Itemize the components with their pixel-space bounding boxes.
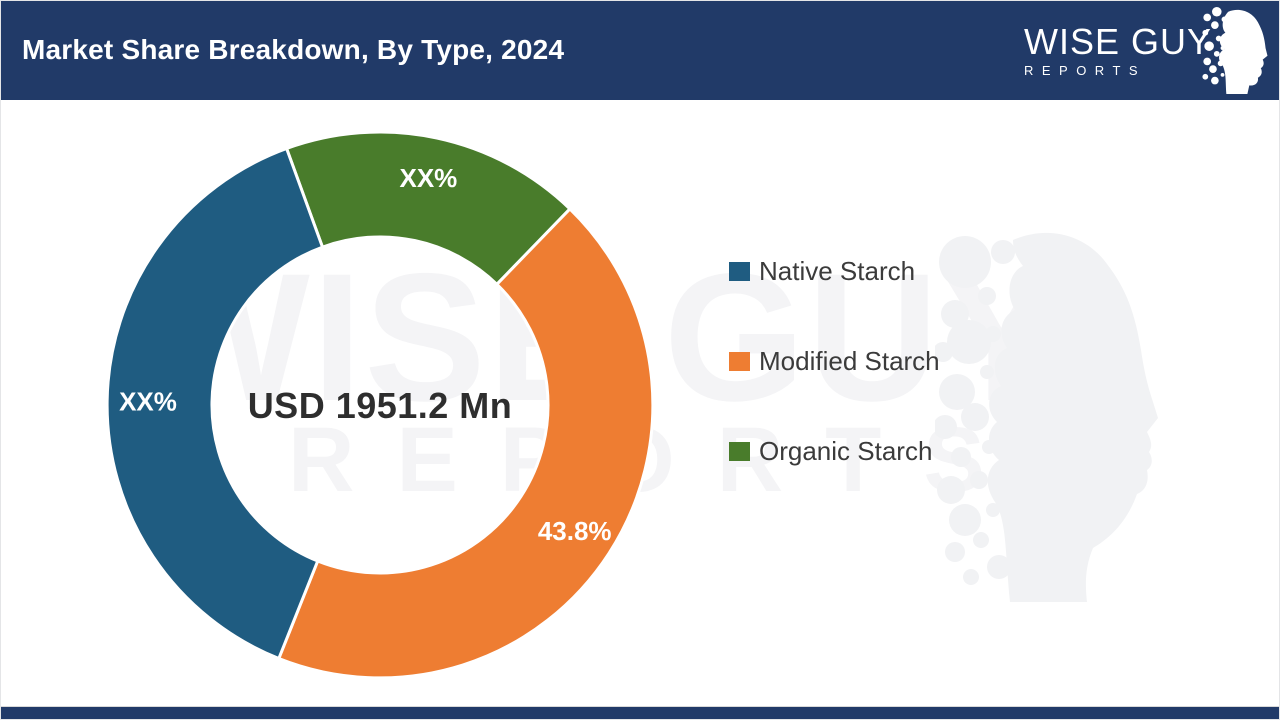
chart-center-value: USD 1951.2 Mn <box>247 385 513 426</box>
logo-wordmark: WISE GUY <box>1023 20 1212 62</box>
wiseguy-logo: WISE GUY REPORTS <box>1024 4 1270 96</box>
header-bar: Market Share Breakdown, By Type, 2024 WI… <box>0 0 1280 100</box>
slice-value-label: 43.8% <box>538 516 612 546</box>
page-title: Market Share Breakdown, By Type, 2024 <box>22 34 565 65</box>
legend-item-native-starch: Native Starch <box>729 256 940 286</box>
watermark-head-icon <box>935 232 1158 602</box>
slice-value-label: XX% <box>399 163 457 193</box>
legend-item-modified-starch: Modified Starch <box>729 346 940 376</box>
logo-subtitle: REPORTS <box>1023 62 1147 78</box>
legend-swatch-native-starch <box>729 261 750 281</box>
footer-divider <box>0 706 1280 707</box>
legend-item-organic-starch: Organic Starch <box>729 436 940 466</box>
logo-face-icon <box>1202 6 1268 94</box>
legend-label: Modified Starch <box>759 346 940 376</box>
footer-bar <box>0 707 1280 720</box>
donut-slice-modified-starch <box>277 207 655 680</box>
legend-swatch-modified-starch <box>729 351 750 371</box>
donut-chart: XX% 43.8% XX% <box>105 130 655 680</box>
slice-value-label: XX% <box>119 386 177 416</box>
donut-slice-native-starch <box>105 147 324 660</box>
chart-legend: Native Starch Modified Starch Organic St… <box>729 256 940 526</box>
legend-swatch-organic-starch <box>729 441 750 461</box>
legend-label: Native Starch <box>759 256 916 286</box>
donut-slice-organic-starch <box>285 130 572 286</box>
legend-label: Organic Starch <box>759 436 933 466</box>
